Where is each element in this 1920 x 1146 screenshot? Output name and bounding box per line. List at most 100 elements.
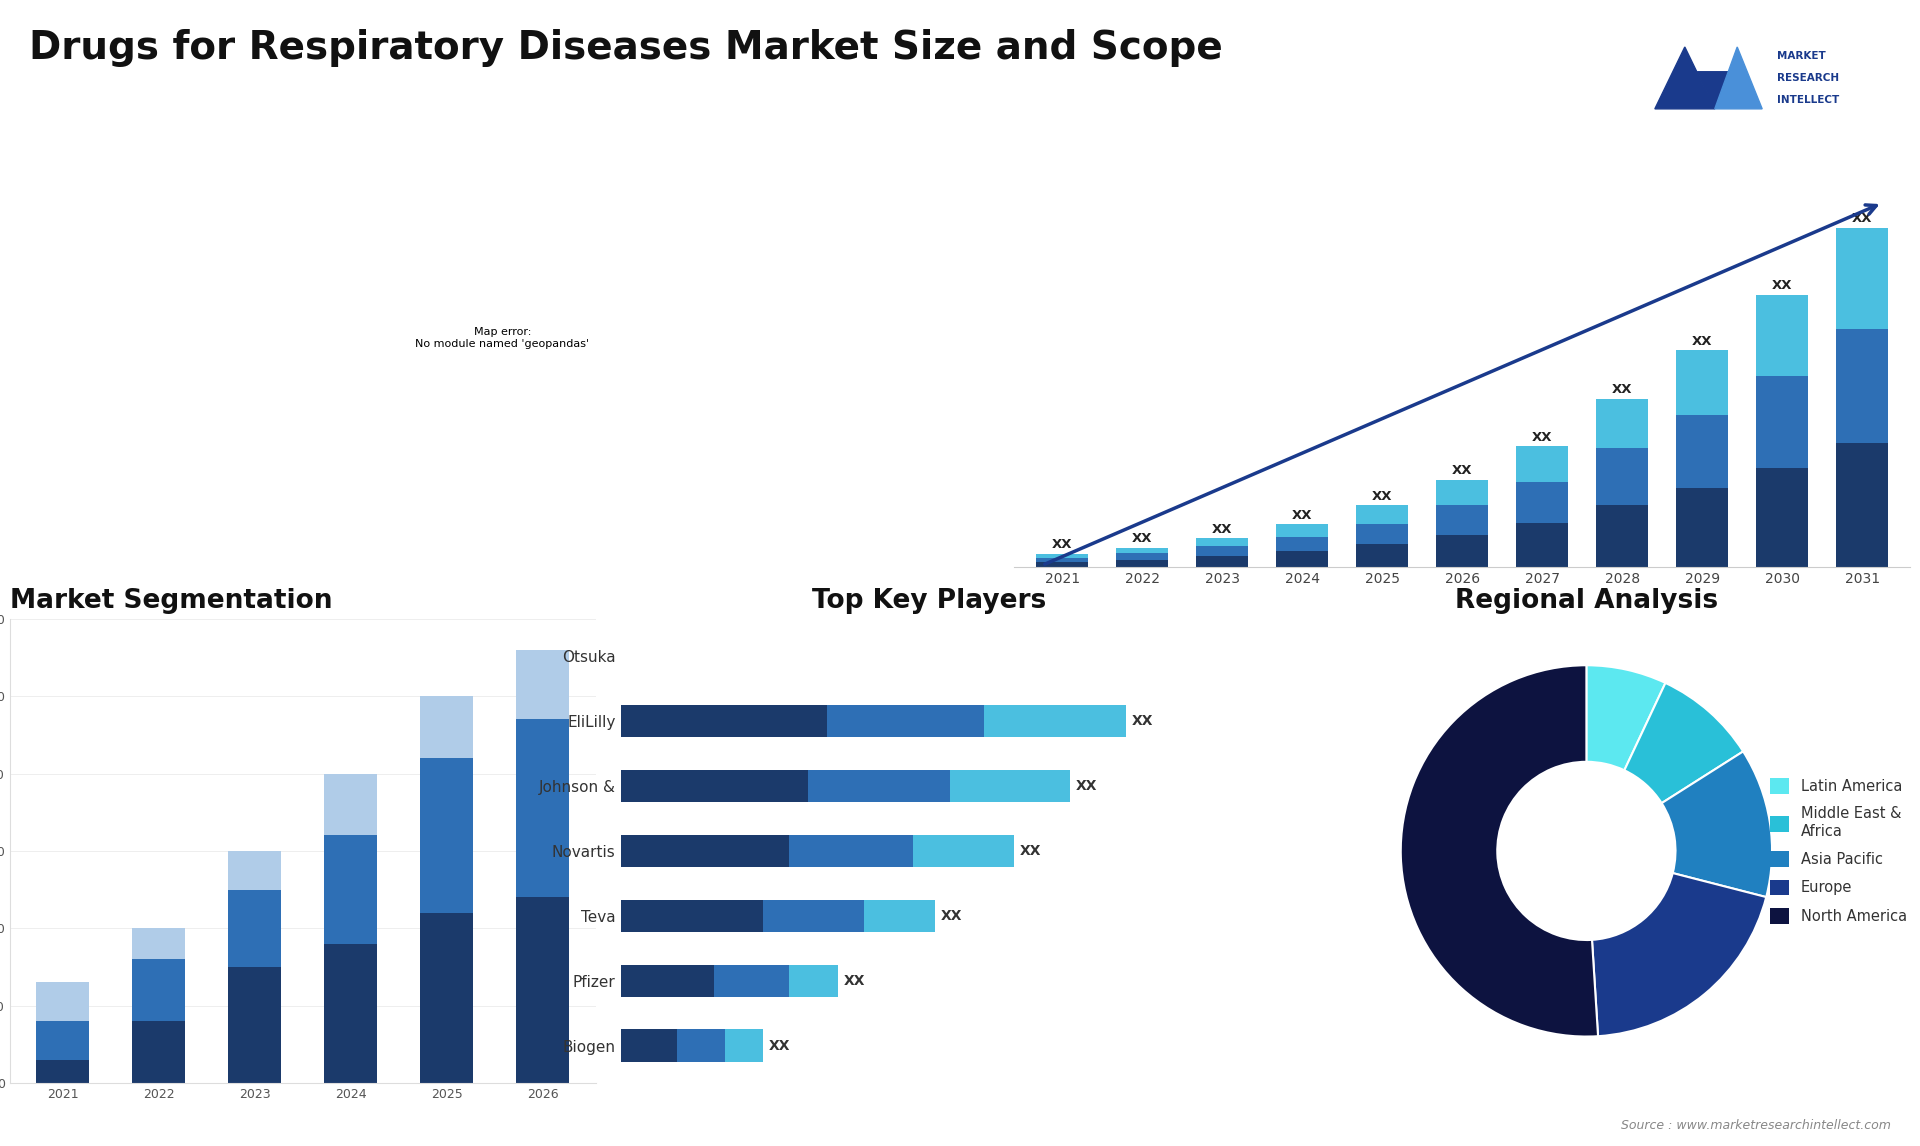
Text: XX: XX bbox=[768, 1038, 791, 1053]
Bar bbox=[1356, 524, 1407, 544]
Text: XX: XX bbox=[1020, 843, 1041, 858]
Bar bbox=[324, 774, 376, 835]
Text: XX: XX bbox=[843, 974, 866, 988]
Bar bbox=[1037, 554, 1089, 558]
Polygon shape bbox=[1697, 72, 1732, 109]
Bar bbox=[1757, 468, 1809, 567]
Bar bbox=[228, 850, 280, 889]
Text: XX: XX bbox=[1373, 489, 1392, 503]
Bar bbox=[1836, 228, 1889, 329]
Text: Source : www.marketresearchintellect.com: Source : www.marketresearchintellect.com bbox=[1620, 1120, 1891, 1132]
Title: Top Key Players: Top Key Players bbox=[812, 588, 1046, 614]
Bar bbox=[1037, 558, 1089, 563]
Bar bbox=[132, 959, 184, 1021]
Text: INTELLECT: INTELLECT bbox=[1778, 95, 1839, 105]
Bar bbox=[1436, 479, 1488, 505]
Bar bbox=[950, 770, 1069, 802]
Bar bbox=[864, 900, 935, 932]
Bar bbox=[1676, 415, 1728, 488]
Text: XX: XX bbox=[1452, 464, 1473, 477]
Bar bbox=[516, 897, 568, 1083]
Bar bbox=[620, 770, 808, 802]
Bar bbox=[1517, 523, 1569, 567]
Bar bbox=[1277, 551, 1329, 567]
Bar bbox=[36, 1060, 88, 1083]
Bar bbox=[1436, 535, 1488, 567]
Text: XX: XX bbox=[1075, 779, 1098, 793]
Text: XX: XX bbox=[1772, 280, 1793, 292]
Text: MARKET: MARKET bbox=[1778, 50, 1826, 61]
Text: XX: XX bbox=[1613, 383, 1632, 397]
Legend: Type, Application, Geography: Type, Application, Geography bbox=[622, 627, 758, 717]
Bar bbox=[828, 705, 985, 737]
Bar bbox=[620, 834, 789, 868]
Legend: Latin America, Middle East &
Africa, Asia Pacific, Europe, North America: Latin America, Middle East & Africa, Asi… bbox=[1770, 778, 1907, 924]
Bar bbox=[1517, 482, 1569, 523]
Bar bbox=[1116, 548, 1167, 554]
Bar bbox=[324, 835, 376, 944]
Bar bbox=[1596, 399, 1649, 448]
Bar bbox=[516, 720, 568, 897]
Wedge shape bbox=[1586, 665, 1665, 770]
Bar bbox=[1116, 560, 1167, 567]
Bar bbox=[1676, 351, 1728, 415]
Wedge shape bbox=[1592, 873, 1766, 1036]
Text: XX: XX bbox=[1292, 509, 1313, 521]
Bar bbox=[1356, 505, 1407, 524]
Bar bbox=[1116, 554, 1167, 560]
Bar bbox=[1757, 376, 1809, 468]
Bar bbox=[1196, 556, 1248, 567]
Bar bbox=[789, 834, 912, 868]
Bar bbox=[620, 965, 714, 997]
Bar bbox=[789, 965, 837, 997]
Text: XX: XX bbox=[1133, 533, 1152, 545]
Bar bbox=[324, 944, 376, 1083]
Bar bbox=[620, 705, 828, 737]
Text: XX: XX bbox=[1052, 539, 1073, 551]
Bar bbox=[985, 705, 1127, 737]
Bar bbox=[1436, 505, 1488, 535]
Polygon shape bbox=[1655, 47, 1715, 109]
Bar bbox=[620, 900, 762, 932]
Bar bbox=[676, 1029, 726, 1062]
Bar bbox=[1836, 444, 1889, 567]
Text: XX: XX bbox=[1212, 523, 1233, 535]
Bar bbox=[228, 967, 280, 1083]
Bar bbox=[36, 1021, 88, 1060]
Text: XX: XX bbox=[1133, 714, 1154, 728]
Text: Drugs for Respiratory Diseases Market Size and Scope: Drugs for Respiratory Diseases Market Si… bbox=[29, 29, 1223, 66]
Bar bbox=[1277, 536, 1329, 551]
Bar bbox=[1277, 524, 1329, 536]
Bar bbox=[420, 759, 472, 912]
Polygon shape bbox=[1715, 47, 1763, 109]
Bar bbox=[1596, 505, 1649, 567]
Bar bbox=[420, 696, 472, 759]
Bar bbox=[1836, 329, 1889, 444]
Bar bbox=[420, 912, 472, 1083]
Bar bbox=[1196, 547, 1248, 556]
Bar bbox=[1037, 563, 1089, 567]
Text: XX: XX bbox=[941, 909, 962, 923]
Bar bbox=[132, 928, 184, 959]
Bar bbox=[762, 900, 864, 932]
Bar bbox=[228, 889, 280, 967]
Text: XX: XX bbox=[1692, 335, 1713, 347]
Wedge shape bbox=[1661, 752, 1772, 897]
Bar bbox=[714, 965, 789, 997]
Bar bbox=[132, 1021, 184, 1083]
Bar bbox=[726, 1029, 762, 1062]
Text: Market Segmentation: Market Segmentation bbox=[10, 588, 332, 614]
Title: Regional Analysis: Regional Analysis bbox=[1455, 588, 1718, 614]
Text: RESEARCH: RESEARCH bbox=[1778, 73, 1839, 83]
Bar bbox=[1196, 537, 1248, 547]
Bar bbox=[1596, 448, 1649, 505]
Bar bbox=[808, 770, 950, 802]
Text: XX: XX bbox=[1853, 212, 1872, 226]
Text: Map error:
No module named 'geopandas': Map error: No module named 'geopandas' bbox=[415, 328, 589, 348]
Bar bbox=[1757, 295, 1809, 376]
Bar bbox=[1676, 488, 1728, 567]
Wedge shape bbox=[1624, 683, 1743, 803]
Wedge shape bbox=[1402, 665, 1597, 1036]
Bar bbox=[36, 982, 88, 1021]
Text: XX: XX bbox=[1532, 431, 1553, 444]
